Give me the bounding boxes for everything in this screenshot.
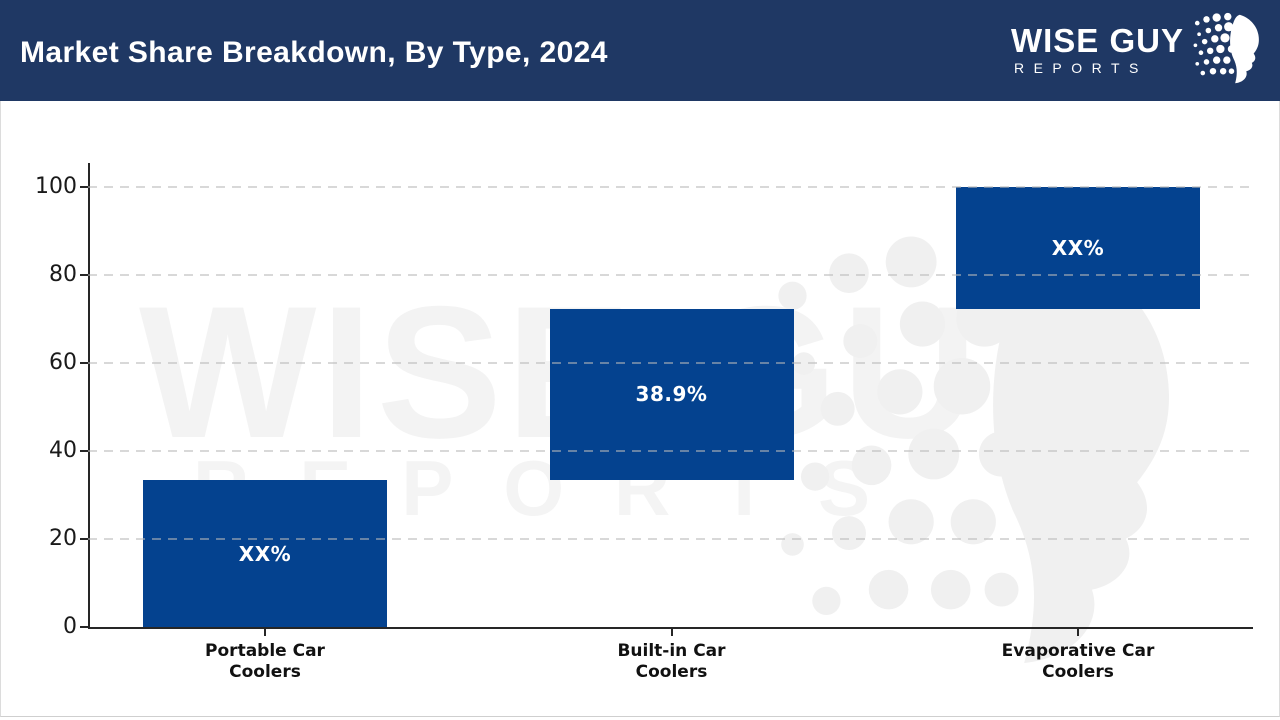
x-category-label-line: Built-in Car (617, 641, 726, 661)
bar-value-label: 38.9% (635, 382, 708, 407)
brand-name: WISE GUY (1010, 21, 1184, 59)
y-tick-label: 20 (49, 526, 77, 551)
bar: 38.9% (549, 308, 794, 481)
brand-tagline: REPORTS (1013, 59, 1148, 76)
y-tick (80, 186, 88, 188)
y-tick-label: 40 (49, 438, 77, 463)
y-tick-label: 80 (49, 262, 77, 287)
x-category-label-line: Evaporative Car (1001, 641, 1155, 661)
y-tick-label: 100 (35, 174, 77, 199)
x-category-label: Evaporative Car Coolers (968, 641, 1188, 684)
y-tick (80, 274, 88, 276)
bar: XX% (143, 480, 387, 627)
bar-value-label: XX% (1051, 235, 1105, 260)
x-category-label-line: Coolers (1042, 662, 1114, 683)
bar-value-label: XX% (238, 541, 292, 566)
y-tick (80, 626, 88, 628)
gridline (88, 362, 1253, 364)
app-header: Market Share Breakdown, By Type, 2024 WI… (0, 0, 1280, 101)
x-tick (670, 629, 673, 636)
x-category-label-line: Coolers (635, 662, 708, 683)
bar: XX% (956, 187, 1200, 309)
gridline (88, 450, 1253, 452)
bar-chart: 0 20 40 60 80 100 XX% 38.9% XX% Portable Car Coole… (1, 101, 1279, 716)
y-axis (88, 163, 90, 629)
chart-canvas: WISE GUY REPORTS 020406080100XX%38.9%XX%… (0, 101, 1280, 717)
y-tick (80, 362, 88, 364)
x-tick (1077, 629, 1079, 636)
y-tick (80, 450, 88, 452)
wise-guy-face-icon (1188, 10, 1262, 88)
gridline (88, 274, 1253, 276)
x-category-label-line: Coolers (229, 662, 301, 683)
brand-logo-text: WISE GUY REPORTS (1011, 24, 1184, 75)
x-category-label: Portable Car Coolers (155, 641, 375, 684)
y-tick-label: 0 (63, 614, 77, 639)
gridline (88, 538, 1253, 540)
x-category-label: Built-in Car Coolers (562, 641, 782, 684)
x-category-label-line: Portable Car (205, 641, 325, 661)
brand-logo: WISE GUY REPORTS (1011, 10, 1262, 88)
gridline (88, 186, 1253, 188)
y-tick-label: 60 (49, 350, 77, 375)
x-tick (264, 629, 266, 636)
y-tick (80, 538, 88, 540)
page-title: Market Share Breakdown, By Type, 2024 (20, 36, 608, 69)
x-axis (88, 627, 1253, 629)
